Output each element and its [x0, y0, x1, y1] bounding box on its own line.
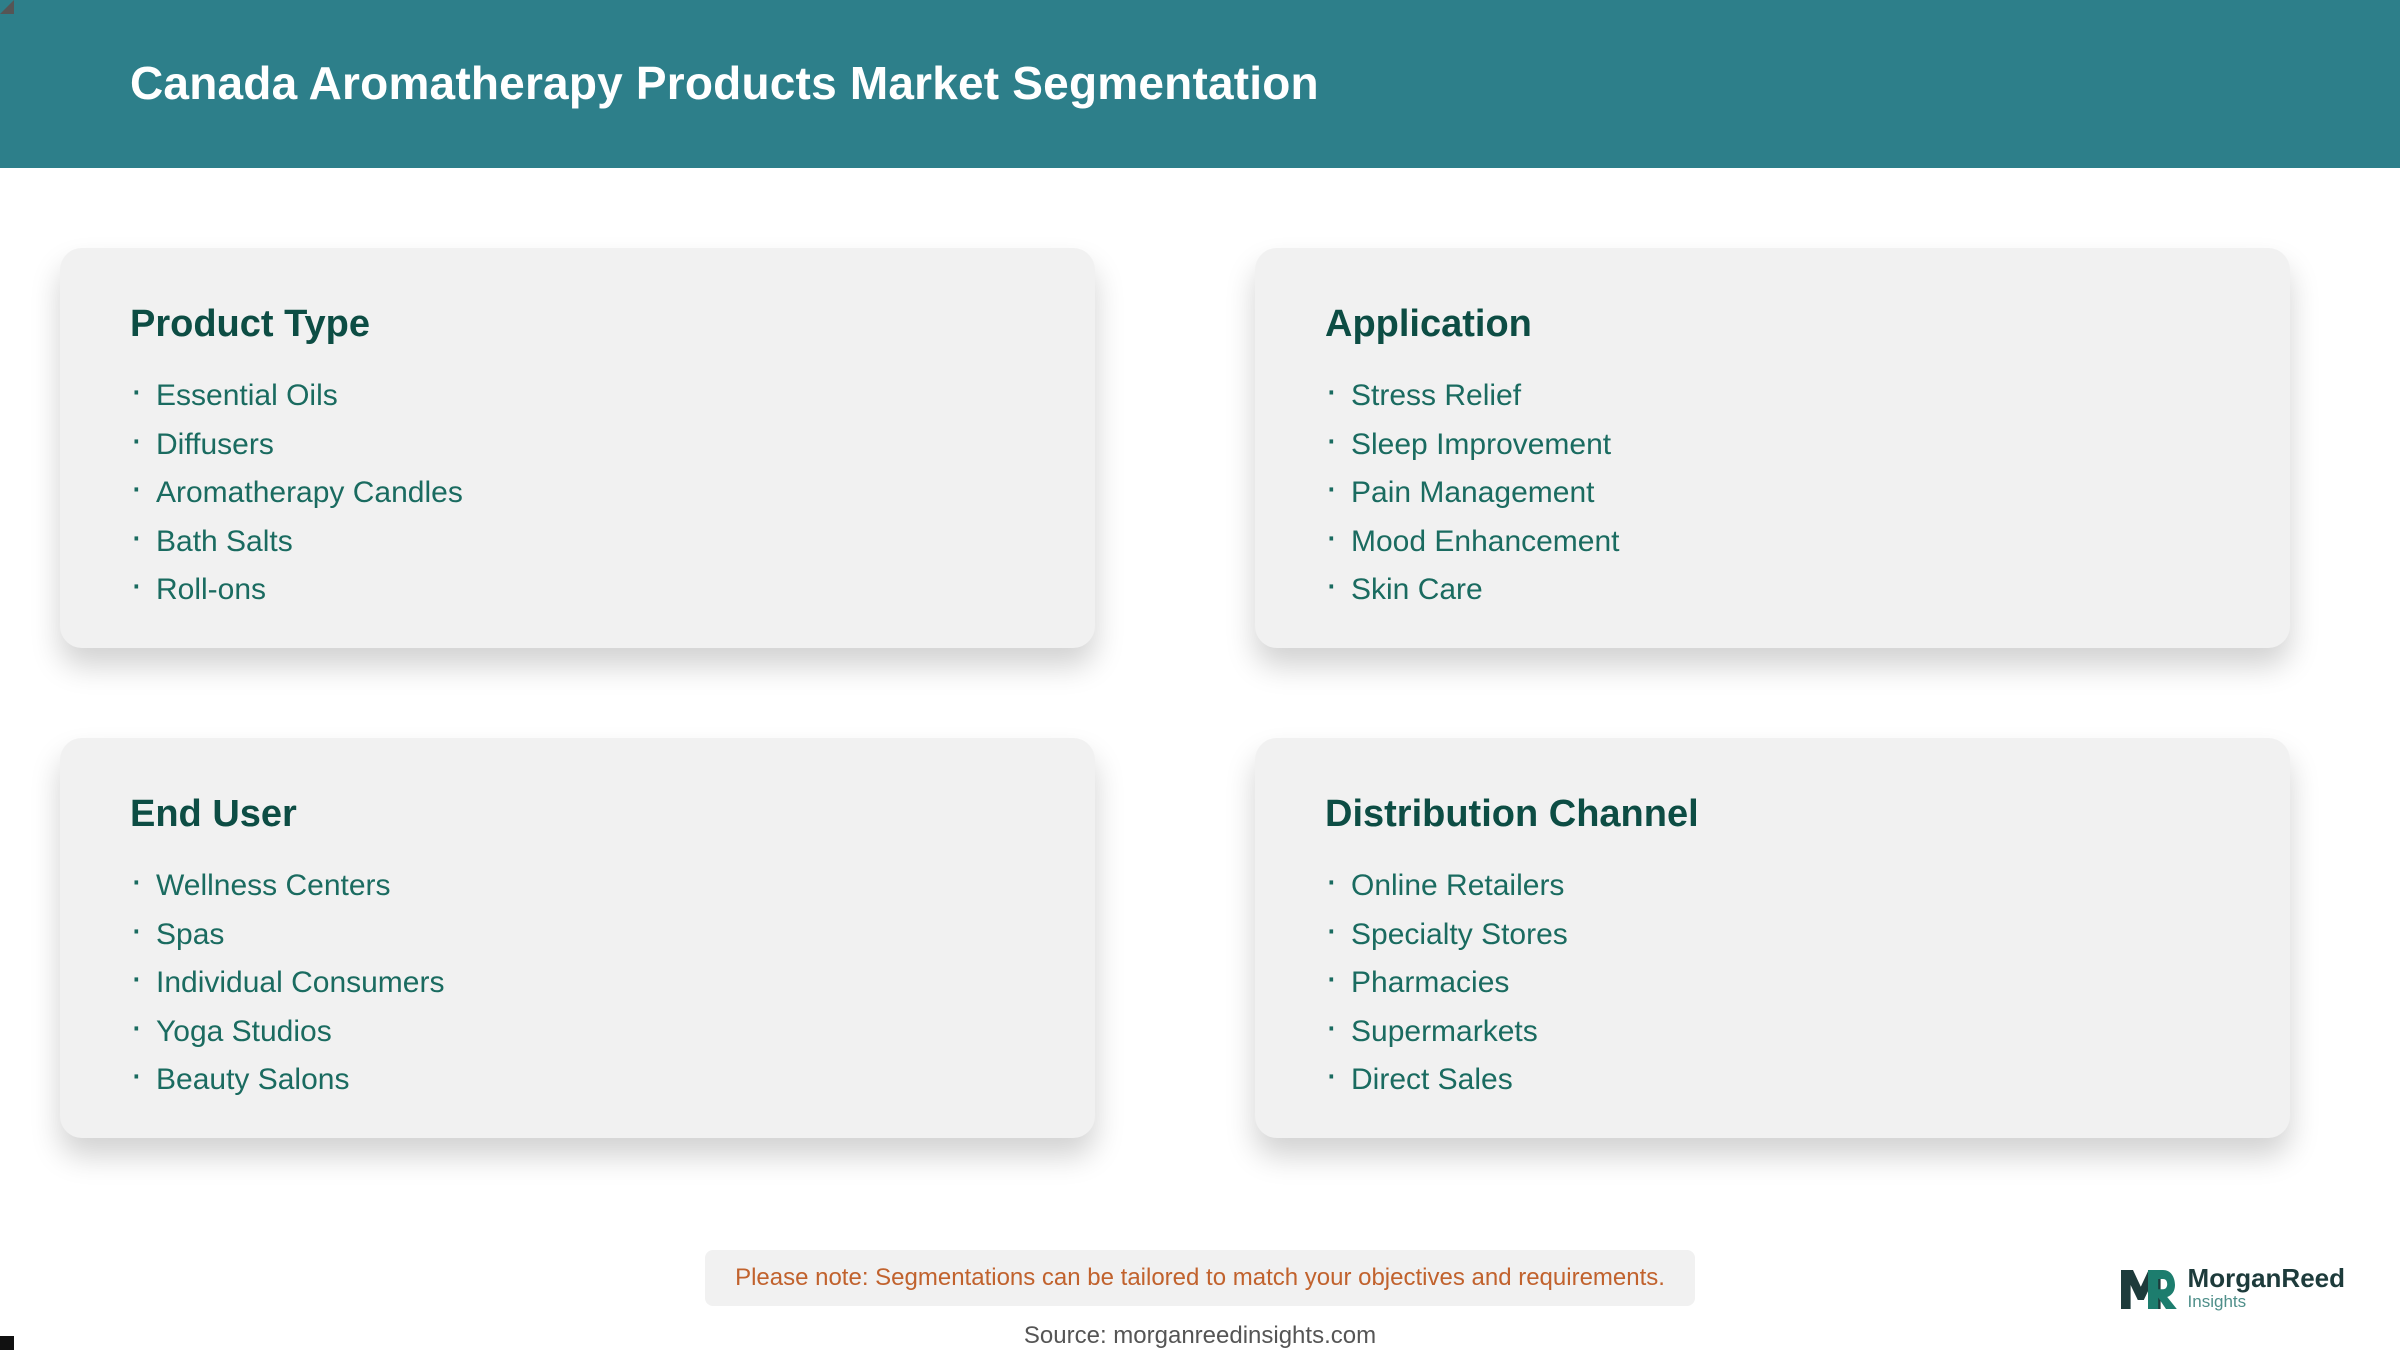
segment-list-application: Stress Relief Sleep Improvement Pain Man… [1325, 372, 2220, 615]
footer-source-label: Source: morganreedinsights.com [0, 1322, 2400, 1350]
segment-item: Online Retailers [1325, 862, 2220, 911]
segment-title-product-type: Product Type [130, 303, 1025, 346]
page-header: Canada Aromatherapy Products Market Segm… [0, 0, 2400, 168]
segment-item: Pharmacies [1325, 959, 2220, 1008]
segment-card-application: Application Stress Relief Sleep Improvem… [1255, 248, 2290, 648]
segment-card-product-type: Product Type Essential Oils Diffusers Ar… [60, 248, 1095, 648]
segment-title-distribution-channel: Distribution Channel [1325, 793, 2220, 836]
segment-list-end-user: Wellness Centers Spas Individual Consume… [130, 862, 1025, 1105]
segmentation-cards-container: Product Type Essential Oils Diffusers Ar… [60, 248, 2340, 1188]
footer-section: Please note: Segmentations can be tailor… [0, 1250, 2400, 1350]
segment-item: Stress Relief [1325, 372, 2220, 421]
segment-item: Skin Care [1325, 566, 2220, 615]
segment-card-distribution-channel: Distribution Channel Online Retailers Sp… [1255, 738, 2290, 1138]
segment-item: Wellness Centers [130, 862, 1025, 911]
page-title: Canada Aromatherapy Products Market Segm… [130, 56, 1319, 110]
logo-brand-subtitle: Insights [2188, 1293, 2345, 1311]
segment-item: Individual Consumers [130, 959, 1025, 1008]
segment-item: Specialty Stores [1325, 911, 2220, 960]
logo-brand-name: MorganReed [2188, 1265, 2345, 1292]
segment-list-product-type: Essential Oils Diffusers Aromatherapy Ca… [130, 372, 1025, 615]
segment-item: Beauty Salons [130, 1056, 1025, 1105]
segment-item: Roll-ons [130, 566, 1025, 615]
brand-logo: MorganReed Insights [2118, 1264, 2345, 1312]
segment-item: Supermarkets [1325, 1008, 2220, 1057]
segment-item: Pain Management [1325, 469, 2220, 518]
segment-item: Yoga Studios [130, 1008, 1025, 1057]
logo-text-block: MorganReed Insights [2188, 1265, 2345, 1310]
segment-list-distribution-channel: Online Retailers Specialty Stores Pharma… [1325, 862, 2220, 1105]
segment-item: Aromatherapy Candles [130, 469, 1025, 518]
segment-item: Mood Enhancement [1325, 518, 2220, 567]
segment-card-end-user: End User Wellness Centers Spas Individua… [60, 738, 1095, 1138]
segment-item: Direct Sales [1325, 1056, 2220, 1105]
segment-item: Spas [130, 911, 1025, 960]
logo-mark-icon [2118, 1264, 2178, 1312]
segment-title-application: Application [1325, 303, 2220, 346]
segment-item: Essential Oils [130, 372, 1025, 421]
segment-item: Sleep Improvement [1325, 421, 2220, 470]
footer-note-box: Please note: Segmentations can be tailor… [705, 1250, 1695, 1306]
corner-decoration [0, 1336, 14, 1350]
segment-item: Bath Salts [130, 518, 1025, 567]
segment-item: Diffusers [130, 421, 1025, 470]
segment-title-end-user: End User [130, 793, 1025, 836]
